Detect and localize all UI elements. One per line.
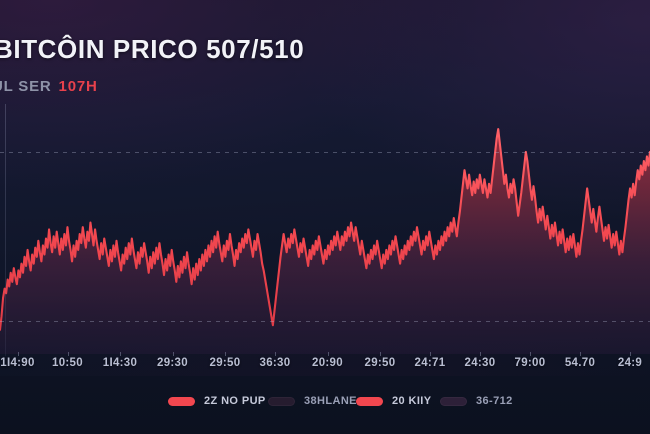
x-axis-tick [172,352,174,356]
x-axis-label: 24:71 [414,357,446,369]
subtitle-prefix: UL SER [0,78,52,95]
x-axis-tick [530,352,531,356]
x-axis-tick [480,352,481,356]
x-axis-tick [430,352,431,356]
x-axis-label: 20:90 [312,357,343,369]
price-area-fill [0,129,650,354]
legend-item[interactable]: 38HLANE [268,392,357,410]
x-axis-label: 29:30 [157,357,188,369]
page-title: BITCÔIN PRICO 507/510 [0,34,305,64]
price-chart-svg [0,128,650,354]
chart-header: BITCÔIN PRICO 507/510 UL SER 107H [0,34,650,112]
x-axis-tick [275,352,276,356]
x-axis-label: 24:30 [464,357,496,369]
x-axis-tick [67,352,69,356]
legend-swatch-icon [356,396,383,406]
x-axis-tick [120,352,121,356]
x-axis-tick [580,352,581,356]
x-axis-tick [380,352,381,356]
legend-label: 38HLANE [304,395,357,407]
x-axis-label: 1I4:90 [0,357,35,369]
legend-strip [0,376,650,434]
x-axis-tick [630,352,631,356]
legend-item[interactable]: 20 KIIY [356,392,432,410]
subtitle-highlight: 107H [58,78,98,95]
x-axis-label: 29:50 [364,357,396,369]
x-axis-label: 24:9 [617,357,643,369]
legend-item[interactable]: 36-712 [440,392,513,410]
x-axis-label: 29:50 [209,357,241,369]
legend-swatch-icon [440,396,467,406]
legend-item[interactable]: 2Z NO PUP [168,392,266,410]
gridline-upper [0,152,650,153]
x-axis-label: 54.70 [564,357,596,369]
x-axis: 1I4:90 10:50 1I4:30 29:30 29:50 36:30 20:90 29:… [0,352,650,376]
legend-swatch-icon [168,396,195,406]
price-line [0,128,650,331]
legend-label: 2Z NO PUP [204,395,266,407]
chart-legend: 2Z NO PUP 38HLANE 20 KIIY 36-712 [0,392,650,410]
chart-subtitle: UL SER 107H [0,78,98,95]
x-axis-tick [17,352,19,356]
price-chart-plot [0,104,650,354]
x-axis-label: 10:50 [52,357,83,369]
x-axis-tick [327,352,329,356]
legend-label: 20 KIIY [392,395,432,407]
legend-label: 36-712 [476,395,513,407]
x-axis-label: 1I4:30 [102,357,138,369]
x-axis-label: 79:00 [514,357,546,369]
x-axis-label: 36:30 [259,357,291,369]
gridline-lower [0,321,650,322]
y-axis-line [5,104,6,356]
legend-swatch-icon [268,396,295,406]
x-axis-tick [225,352,226,356]
